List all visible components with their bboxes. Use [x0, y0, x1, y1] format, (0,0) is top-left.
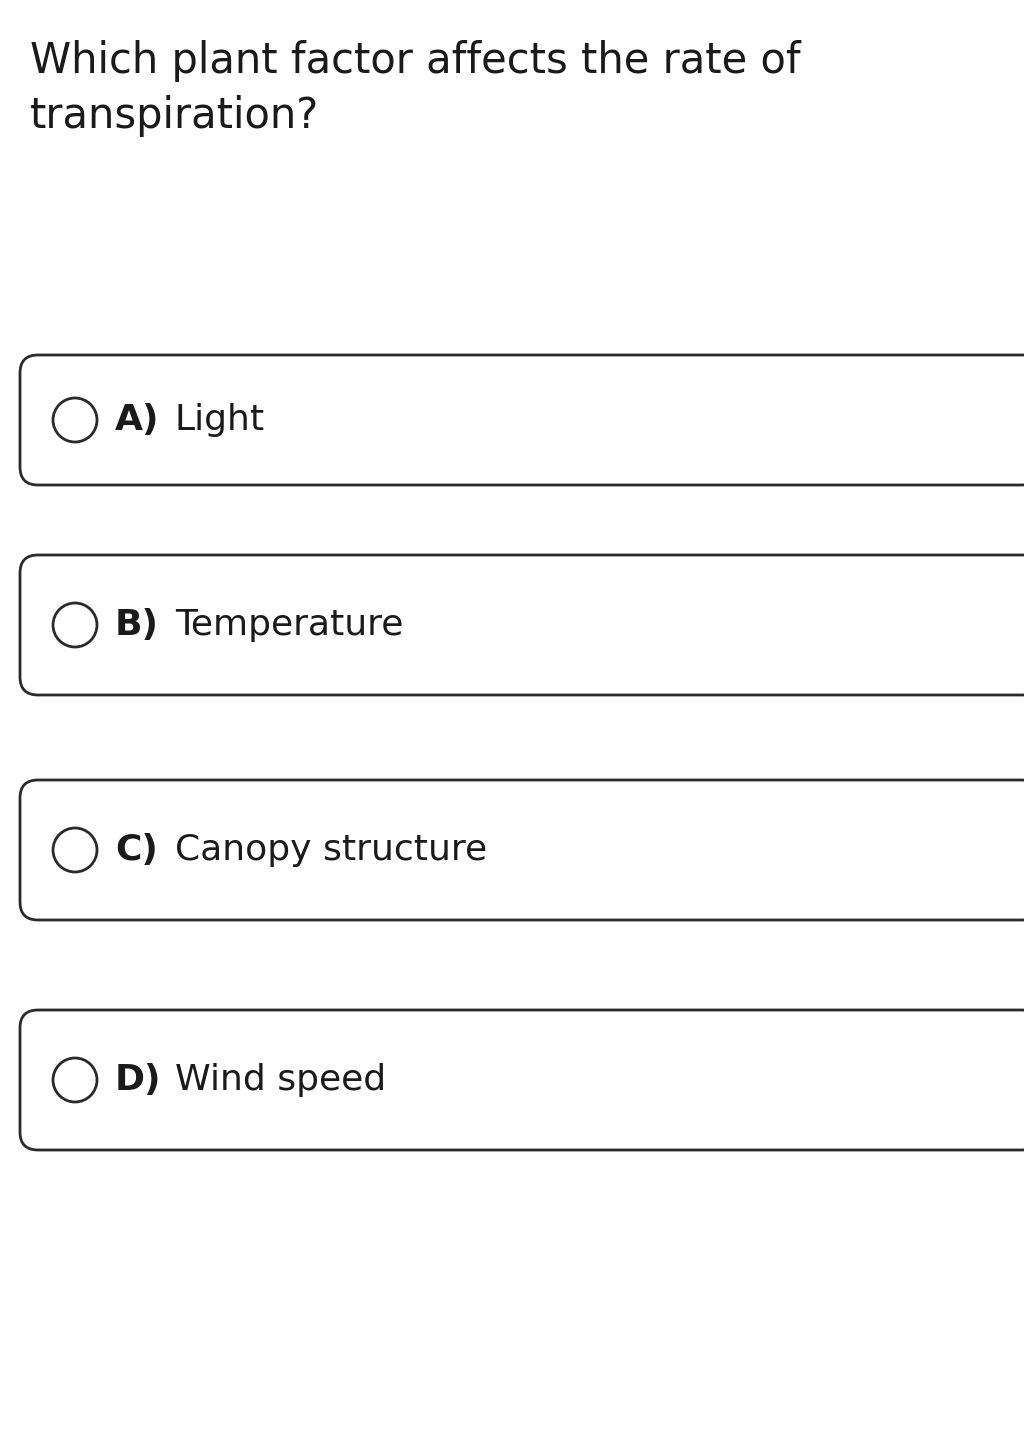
FancyBboxPatch shape — [20, 554, 1024, 695]
Circle shape — [53, 399, 97, 442]
Circle shape — [53, 1058, 97, 1102]
Text: C): C) — [115, 833, 158, 866]
Text: Light: Light — [175, 403, 265, 438]
Text: A): A) — [115, 403, 160, 438]
Text: Canopy structure: Canopy structure — [175, 833, 487, 866]
Text: Which plant factor affects the rate of: Which plant factor affects the rate of — [30, 40, 801, 82]
Text: B): B) — [115, 608, 159, 643]
Text: transpiration?: transpiration? — [30, 95, 319, 137]
Text: Wind speed: Wind speed — [175, 1063, 386, 1097]
Circle shape — [53, 604, 97, 647]
Text: Temperature: Temperature — [175, 608, 403, 643]
FancyBboxPatch shape — [20, 355, 1024, 485]
FancyBboxPatch shape — [20, 1009, 1024, 1149]
Circle shape — [53, 827, 97, 872]
FancyBboxPatch shape — [20, 780, 1024, 920]
Text: D): D) — [115, 1063, 162, 1097]
